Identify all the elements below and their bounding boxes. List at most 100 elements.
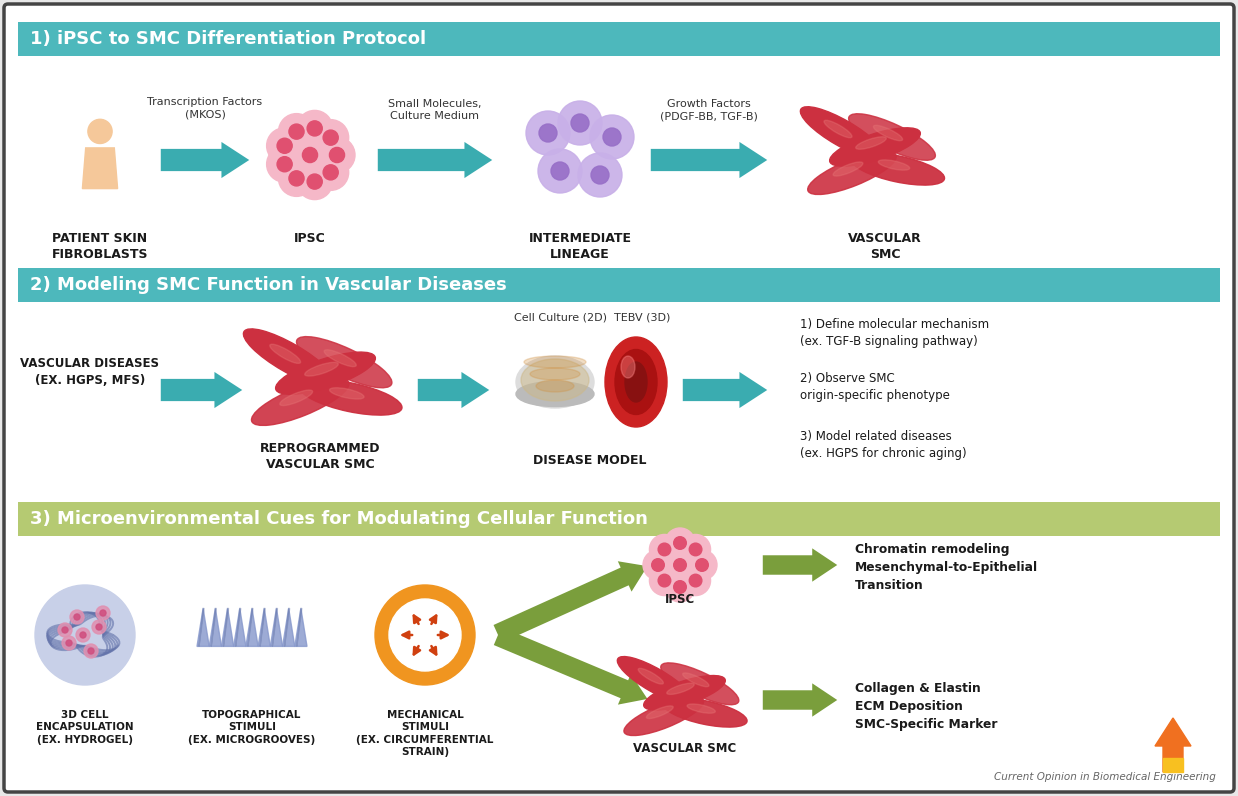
Circle shape	[80, 632, 85, 638]
Ellipse shape	[829, 128, 920, 166]
Text: Cell Culture (2D)  TEBV (3D): Cell Culture (2D) TEBV (3D)	[514, 313, 670, 323]
Circle shape	[526, 111, 569, 155]
Ellipse shape	[625, 362, 647, 402]
Text: VASCULAR
SMC: VASCULAR SMC	[848, 232, 922, 261]
Ellipse shape	[807, 151, 896, 194]
Ellipse shape	[682, 673, 709, 687]
Polygon shape	[258, 608, 270, 646]
Ellipse shape	[329, 388, 364, 399]
Text: 3D CELL
ENCAPSULATION
(EX. HYDROGEL): 3D CELL ENCAPSULATION (EX. HYDROGEL)	[36, 710, 134, 745]
Circle shape	[651, 559, 665, 572]
Text: INTERMEDIATE
LINEAGE: INTERMEDIATE LINEAGE	[529, 232, 631, 261]
Polygon shape	[295, 608, 307, 646]
Ellipse shape	[270, 344, 301, 364]
Circle shape	[84, 644, 98, 658]
Text: 3) Microenvironmental Cues for Modulating Cellular Function: 3) Microenvironmental Cues for Modulatin…	[30, 510, 647, 528]
Polygon shape	[222, 608, 234, 646]
Polygon shape	[272, 608, 277, 646]
Polygon shape	[234, 608, 246, 646]
Text: Current Opinion in Biomedical Engineering: Current Opinion in Biomedical Engineerin…	[994, 772, 1216, 782]
FancyBboxPatch shape	[19, 22, 1219, 56]
Circle shape	[307, 174, 322, 189]
Text: Collagen & Elastin
ECM Deposition
SMC-Specific Marker: Collagen & Elastin ECM Deposition SMC-Sp…	[855, 682, 998, 731]
Circle shape	[88, 119, 113, 143]
Circle shape	[58, 623, 72, 637]
Text: DISEASE MODEL: DISEASE MODEL	[534, 454, 646, 467]
Text: Small Molecules,
Culture Medium: Small Molecules, Culture Medium	[389, 99, 482, 121]
Ellipse shape	[324, 349, 357, 367]
Ellipse shape	[300, 380, 402, 415]
Circle shape	[665, 550, 695, 580]
Circle shape	[696, 559, 708, 572]
Polygon shape	[270, 608, 282, 646]
Text: Chromatin remodeling
Mesenchymal-to-Epithelial
Transition: Chromatin remodeling Mesenchymal-to-Epit…	[855, 543, 1039, 592]
Circle shape	[319, 137, 355, 173]
Text: 2) Modeling SMC Function in Vascular Diseases: 2) Modeling SMC Function in Vascular Dis…	[30, 276, 506, 294]
Ellipse shape	[646, 706, 673, 719]
FancyBboxPatch shape	[19, 502, 1219, 536]
Polygon shape	[199, 608, 204, 646]
FancyArrowPatch shape	[161, 142, 249, 178]
Polygon shape	[282, 608, 295, 646]
Ellipse shape	[644, 676, 725, 710]
Polygon shape	[83, 148, 118, 189]
Circle shape	[92, 620, 106, 634]
Circle shape	[97, 606, 110, 620]
Circle shape	[266, 146, 302, 182]
Circle shape	[389, 599, 461, 671]
Circle shape	[659, 543, 671, 556]
FancyArrowPatch shape	[378, 142, 493, 178]
Ellipse shape	[800, 107, 884, 159]
FancyArrowPatch shape	[651, 142, 768, 178]
FancyArrowPatch shape	[494, 627, 647, 704]
Text: 2) Observe SMC
origin-specific phenotype: 2) Observe SMC origin-specific phenotype	[800, 372, 950, 401]
Circle shape	[313, 119, 349, 156]
Circle shape	[329, 147, 344, 162]
FancyBboxPatch shape	[4, 4, 1234, 792]
Text: TOPOGRAPHICAL
STIMULI
(EX. MICROGROOVES): TOPOGRAPHICAL STIMULI (EX. MICROGROOVES)	[188, 710, 316, 745]
Ellipse shape	[244, 329, 335, 387]
Circle shape	[539, 149, 582, 193]
Text: PATIENT SKIN
FIBROBLASTS: PATIENT SKIN FIBROBLASTS	[52, 232, 149, 261]
Circle shape	[266, 128, 302, 164]
Circle shape	[659, 574, 671, 587]
Ellipse shape	[516, 356, 594, 408]
Ellipse shape	[833, 162, 863, 176]
Circle shape	[288, 171, 305, 186]
Polygon shape	[197, 608, 209, 646]
Ellipse shape	[530, 368, 579, 380]
Ellipse shape	[848, 114, 936, 160]
Ellipse shape	[516, 381, 594, 407]
Ellipse shape	[825, 120, 852, 138]
Ellipse shape	[251, 378, 349, 425]
Ellipse shape	[873, 125, 903, 141]
Ellipse shape	[615, 349, 657, 415]
Circle shape	[539, 124, 557, 142]
Ellipse shape	[521, 359, 589, 401]
FancyArrowPatch shape	[683, 372, 768, 408]
Polygon shape	[248, 608, 253, 646]
FancyArrowPatch shape	[417, 372, 489, 408]
Ellipse shape	[667, 683, 695, 694]
Text: 1) iPSC to SMC Differentiation Protocol: 1) iPSC to SMC Differentiation Protocol	[30, 30, 426, 48]
Ellipse shape	[276, 352, 375, 394]
Circle shape	[603, 128, 621, 146]
Circle shape	[578, 153, 621, 197]
Polygon shape	[297, 608, 302, 646]
Polygon shape	[246, 608, 258, 646]
Polygon shape	[235, 608, 240, 646]
Circle shape	[558, 101, 602, 145]
FancyArrowPatch shape	[161, 372, 243, 408]
Circle shape	[62, 627, 68, 633]
Circle shape	[687, 550, 717, 580]
Circle shape	[76, 628, 90, 642]
Circle shape	[279, 114, 314, 150]
Circle shape	[297, 111, 333, 146]
Text: IPSC: IPSC	[665, 593, 695, 606]
Ellipse shape	[296, 337, 392, 388]
Circle shape	[665, 528, 695, 558]
FancyBboxPatch shape	[19, 268, 1219, 302]
FancyBboxPatch shape	[19, 536, 1219, 780]
Text: VASCULAR SMC: VASCULAR SMC	[634, 742, 737, 755]
Circle shape	[690, 574, 702, 587]
